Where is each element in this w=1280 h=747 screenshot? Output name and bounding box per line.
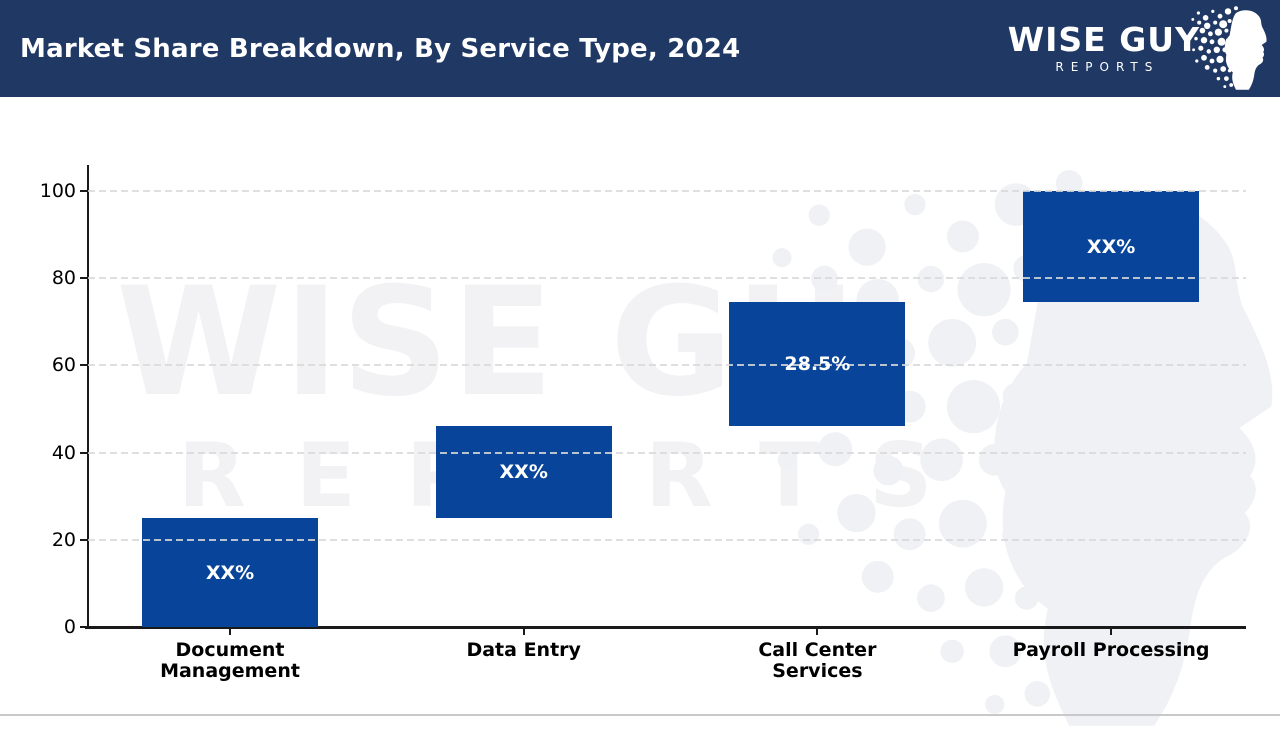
bar-payroll-processing — [1023, 191, 1200, 303]
y-tick-mark-100 — [80, 190, 87, 192]
y-tick-mark-20 — [80, 538, 87, 541]
y-tick-mark-0 — [80, 626, 87, 628]
footer-divider — [0, 714, 1280, 716]
x-tick-mark — [229, 629, 231, 635]
y-axis-line — [87, 165, 89, 628]
header-bar: Market Share Breakdown, By Service Type,… — [0, 0, 1280, 97]
logo-subtitle: REPORTS — [1055, 60, 1160, 74]
gridline-y-80 — [88, 277, 1246, 280]
x-category-label: Data Entry — [466, 639, 581, 661]
gridline-y-40 — [88, 451, 1246, 454]
y-tick-mark-80 — [80, 277, 87, 280]
bar-call-center-services — [729, 302, 906, 427]
bar-data-entry — [435, 426, 612, 518]
x-tick-mark — [1110, 629, 1113, 635]
logo-text: WISE GUY REPORTS — [1008, 23, 1200, 74]
y-tick-label-40: 40 — [51, 441, 76, 464]
page-title: Market Share Breakdown, By Service Type,… — [20, 33, 741, 64]
y-tick-label-80: 80 — [51, 267, 76, 290]
logo-wordmark: WISE GUY — [1007, 20, 1200, 59]
y-tick-label-0: 0 — [63, 616, 76, 638]
wise-guy-reports-logo: WISE GUY REPORTS — [1008, 5, 1280, 93]
y-tick-mark-40 — [80, 451, 87, 454]
bar-value-label: 28.5% — [784, 353, 851, 376]
x-axis-line — [85, 626, 1246, 629]
x-category-label: Call Center Services — [758, 639, 877, 682]
bar-value-label: XX% — [499, 461, 548, 484]
gridline-y-60 — [88, 364, 1246, 367]
x-category-label: Payroll Processing — [1012, 639, 1210, 661]
x-tick-mark — [522, 629, 525, 635]
y-tick-mark-60 — [80, 364, 87, 367]
gridline-y-20 — [88, 538, 1246, 541]
gridline-y-100 — [88, 190, 1246, 192]
bar-value-label: XX% — [1086, 235, 1136, 258]
x-category-label: Document Management — [160, 639, 300, 682]
chart-area: 0 20 40 60 80 100 XX% Document Management XX% Data… — [39, 165, 1246, 682]
bar-value-label: XX% — [205, 561, 255, 584]
y-tick-label-60: 60 — [51, 354, 76, 377]
x-tick-mark — [816, 629, 819, 635]
y-tick-label-20: 20 — [51, 528, 76, 551]
bar-document-management — [142, 518, 318, 627]
y-tick-label-100: 100 — [39, 180, 76, 202]
